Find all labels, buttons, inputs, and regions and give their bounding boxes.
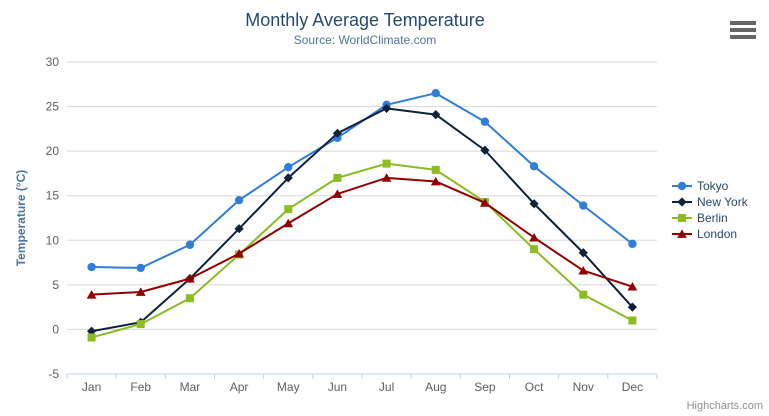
marker-berlin-jul[interactable] xyxy=(382,159,391,168)
chart-context-menu-button[interactable] xyxy=(730,21,756,40)
legend: Tokyo New York Berlin London xyxy=(672,178,748,242)
marker-new-york-apr[interactable] xyxy=(234,224,244,234)
marker-new-york-sep[interactable] xyxy=(480,145,490,155)
marker-london-dec[interactable] xyxy=(627,282,638,291)
marker-london-nov[interactable] xyxy=(578,265,589,275)
series-line-london[interactable] xyxy=(90,176,634,296)
marker-tokyo-apr[interactable] xyxy=(234,195,244,205)
marker-london-jun[interactable] xyxy=(332,189,343,198)
x-axis-label: Jul xyxy=(379,380,394,394)
triangle-icon xyxy=(672,229,692,238)
y-axis-label: 30 xyxy=(46,55,60,69)
y-axis-title: Temperature (°C) xyxy=(14,170,28,267)
legend-label: London xyxy=(697,227,738,241)
chart-subtitle: Source: WorldClimate.com xyxy=(293,33,437,47)
marker-berlin-aug[interactable] xyxy=(431,165,440,174)
legend-label: Berlin xyxy=(697,211,728,225)
marker-tokyo-nov[interactable] xyxy=(579,201,588,210)
marker-berlin-feb[interactable] xyxy=(136,320,145,329)
diamond-icon xyxy=(672,197,692,207)
marker-berlin-may[interactable] xyxy=(284,205,293,214)
y-axis-label: 20 xyxy=(46,144,60,158)
x-axis-label: Apr xyxy=(230,380,249,394)
marker-new-york-aug[interactable] xyxy=(431,109,441,120)
series-line-tokyo[interactable] xyxy=(90,92,634,269)
legend-marker xyxy=(677,197,687,207)
circle-icon xyxy=(672,181,692,191)
x-axis-label: Jan xyxy=(82,380,101,394)
y-axis-label: 0 xyxy=(52,322,59,336)
x-axis-label: Oct xyxy=(525,380,544,394)
x-axis-label: May xyxy=(277,380,300,394)
x-axis-label: Aug xyxy=(425,380,446,394)
marker-new-york-may[interactable] xyxy=(283,173,293,183)
marker-london-sep[interactable] xyxy=(480,198,490,207)
marker-london-oct[interactable] xyxy=(529,233,539,242)
y-axis-label: -5 xyxy=(48,367,59,381)
legend-item-berlin[interactable]: Berlin xyxy=(672,210,748,226)
legend-item-tokyo[interactable]: Tokyo xyxy=(672,178,748,194)
marker-berlin-oct[interactable] xyxy=(530,245,539,254)
legend-marker xyxy=(677,229,687,238)
marker-berlin-jun[interactable] xyxy=(333,173,342,182)
x-axis-label: Jun xyxy=(328,380,347,394)
marker-london-jul[interactable] xyxy=(381,173,392,182)
series-line-new-york[interactable] xyxy=(90,107,634,333)
legend-item-london[interactable]: London xyxy=(672,226,748,242)
marker-new-york-dec[interactable] xyxy=(627,302,638,312)
hamburger-icon xyxy=(730,35,756,39)
marker-tokyo-aug[interactable] xyxy=(431,89,440,98)
marker-tokyo-oct[interactable] xyxy=(529,162,539,171)
x-axis-label: Nov xyxy=(573,380,594,394)
legend-marker xyxy=(677,181,687,191)
marker-london-jan[interactable] xyxy=(86,290,97,299)
legend-marker xyxy=(678,214,686,222)
x-axis-label: Mar xyxy=(180,380,201,394)
marker-new-york-jul[interactable] xyxy=(381,103,392,113)
marker-london-feb[interactable] xyxy=(135,287,146,296)
hamburger-icon xyxy=(730,21,756,25)
x-axis-label: Feb xyxy=(130,380,151,394)
hamburger-icon xyxy=(730,28,756,32)
credits-link[interactable]: Highcharts.com xyxy=(686,400,763,412)
marker-tokyo-dec[interactable] xyxy=(628,239,637,249)
marker-london-mar[interactable] xyxy=(185,274,195,283)
marker-tokyo-mar[interactable] xyxy=(185,240,195,249)
y-axis-label: 5 xyxy=(52,278,59,292)
square-icon xyxy=(672,214,692,222)
series-line-berlin[interactable] xyxy=(90,162,634,339)
chart-title: Monthly Average Temperature xyxy=(245,10,485,30)
y-axis-label: 15 xyxy=(46,189,60,203)
marker-new-york-oct[interactable] xyxy=(529,199,539,209)
marker-london-apr[interactable] xyxy=(234,249,244,258)
marker-tokyo-sep[interactable] xyxy=(480,117,490,126)
marker-london-may[interactable] xyxy=(283,218,294,228)
marker-tokyo-may[interactable] xyxy=(284,162,293,172)
y-axis-label: 25 xyxy=(46,100,60,114)
marker-new-york-nov[interactable] xyxy=(578,248,588,258)
marker-london-aug[interactable] xyxy=(430,176,441,186)
x-axis-label: Dec xyxy=(622,380,643,394)
marker-berlin-jan[interactable] xyxy=(87,333,96,342)
marker-berlin-dec[interactable] xyxy=(628,316,637,325)
marker-tokyo-feb[interactable] xyxy=(136,263,145,273)
legend-label: New York xyxy=(697,195,748,209)
marker-tokyo-jan[interactable] xyxy=(87,262,96,272)
legend-item-new-york[interactable]: New York xyxy=(672,194,748,210)
y-axis-label: 10 xyxy=(46,233,60,247)
marker-berlin-mar[interactable] xyxy=(185,294,194,303)
legend-label: Tokyo xyxy=(697,179,729,193)
x-axis-label: Sep xyxy=(474,380,496,394)
marker-new-york-jun[interactable] xyxy=(332,128,343,138)
marker-berlin-nov[interactable] xyxy=(579,290,588,299)
